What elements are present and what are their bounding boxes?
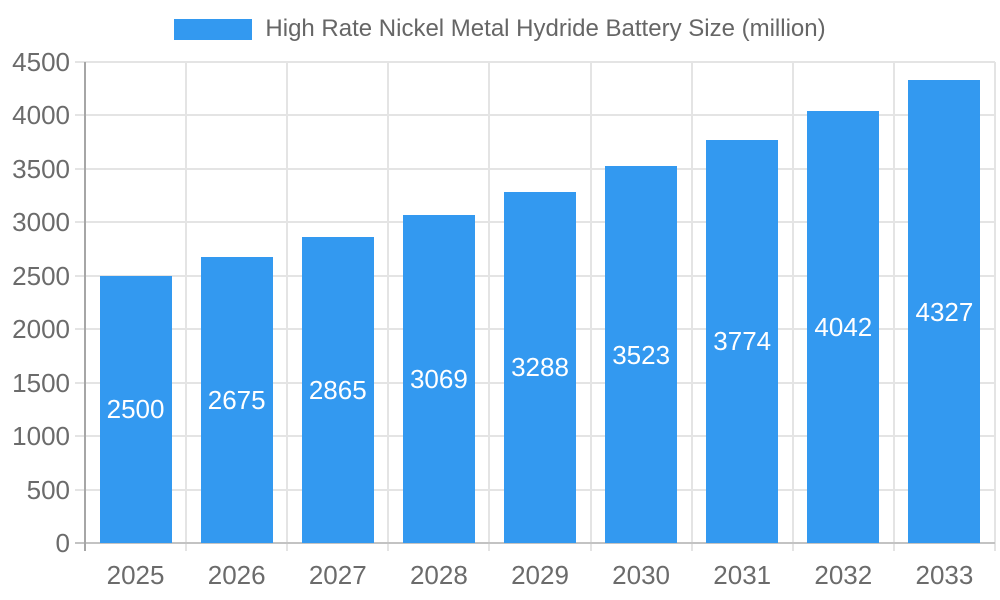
legend-item[interactable]: High Rate Nickel Metal Hydride Battery S… bbox=[0, 12, 1000, 46]
y-tick-label: 500 bbox=[26, 474, 70, 505]
x-gridline bbox=[892, 62, 895, 551]
y-tick-label: 1500 bbox=[12, 367, 70, 398]
y-tick-label: 4500 bbox=[12, 47, 70, 77]
x-tick-label: 2030 bbox=[612, 560, 671, 590]
y-tick-label: 0 bbox=[55, 528, 70, 558]
bar[interactable]: 3288 bbox=[504, 191, 576, 543]
bar[interactable]: 2865 bbox=[301, 236, 374, 543]
bar[interactable]: 3523 bbox=[605, 166, 678, 543]
x-gridline bbox=[488, 62, 491, 551]
x-gridline bbox=[994, 62, 996, 551]
x-tick-label: 2026 bbox=[207, 560, 266, 590]
bar-value-label: 2865 bbox=[308, 374, 367, 405]
y-tick-label: 2000 bbox=[12, 314, 70, 345]
x-tick-label: 2027 bbox=[308, 560, 367, 590]
y-axis-line bbox=[84, 62, 86, 551]
bar[interactable]: 2500 bbox=[99, 275, 172, 543]
x-tick-label: 2025 bbox=[106, 560, 165, 590]
y-gridline bbox=[75, 114, 995, 117]
bar[interactable]: 3774 bbox=[706, 139, 779, 543]
bar-value-label: 2500 bbox=[106, 394, 165, 425]
y-tick-label: 4000 bbox=[12, 100, 70, 131]
y-gridline bbox=[75, 61, 995, 63]
bar-value-label: 4327 bbox=[915, 296, 974, 327]
x-gridline bbox=[791, 62, 794, 551]
x-gridline bbox=[589, 62, 592, 551]
bar-value-label: 3069 bbox=[409, 363, 468, 394]
bar[interactable]: 2675 bbox=[200, 257, 273, 543]
y-gridline bbox=[75, 167, 995, 170]
x-gridline bbox=[690, 62, 693, 551]
bar[interactable]: 4327 bbox=[908, 80, 981, 543]
x-gridline bbox=[387, 62, 390, 551]
x-tick-label: 2029 bbox=[511, 560, 569, 590]
y-tick-label: 3500 bbox=[12, 153, 70, 184]
x-tick-label: 2028 bbox=[409, 560, 468, 590]
bar-value-label: 4042 bbox=[814, 311, 873, 342]
bar-value-label: 2675 bbox=[207, 385, 266, 416]
x-tick-label: 2032 bbox=[814, 560, 873, 590]
bar-value-label: 3288 bbox=[511, 352, 569, 383]
x-tick-label: 2033 bbox=[915, 560, 974, 590]
legend-label: High Rate Nickel Metal Hydride Battery S… bbox=[265, 15, 826, 42]
legend-swatch-icon bbox=[174, 18, 253, 40]
y-tick-label: 3000 bbox=[12, 207, 70, 238]
bar[interactable]: 4042 bbox=[807, 110, 880, 543]
y-tick-label: 1000 bbox=[12, 421, 70, 452]
x-tick-label: 2031 bbox=[713, 560, 772, 590]
bar-value-label: 3774 bbox=[713, 326, 772, 357]
bar[interactable]: 3069 bbox=[402, 214, 475, 543]
x-gridline bbox=[286, 62, 289, 551]
bar-value-label: 3523 bbox=[612, 339, 671, 370]
y-tick-label: 2500 bbox=[12, 260, 70, 291]
x-gridline bbox=[185, 62, 188, 551]
x-axis-baseline bbox=[75, 542, 995, 544]
